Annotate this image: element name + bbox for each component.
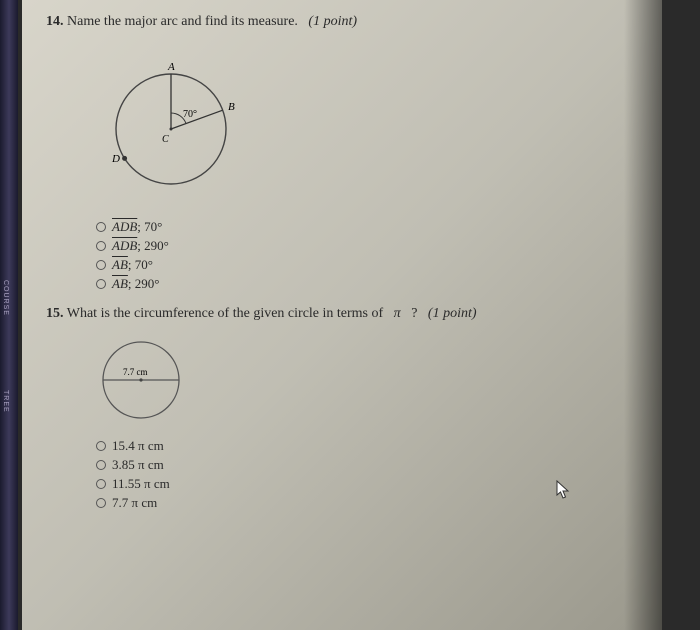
- radio-icon[interactable]: [96, 222, 106, 232]
- label-D: D: [111, 153, 120, 165]
- angle-label: 70°: [183, 109, 197, 120]
- q15-points: (1 point): [428, 306, 477, 321]
- arc-text: ADB: [112, 219, 137, 235]
- q15-option-2[interactable]: 3.85 π cm: [96, 457, 642, 473]
- arc-text: ADB: [112, 238, 137, 254]
- q15-pi: π: [394, 306, 401, 321]
- radio-icon[interactable]: [96, 241, 106, 251]
- q14-prompt: 14. Name the major arc and find its meas…: [46, 14, 642, 30]
- arc-text: AB: [112, 257, 128, 273]
- q14-options: ADB ; 70° ADB ; 290° AB ; 70° AB ; 290°: [96, 219, 642, 292]
- option-value: 3.85 π cm: [112, 457, 164, 473]
- q15-figure: 7.7 cm: [86, 332, 642, 432]
- cursor-icon: [556, 480, 572, 500]
- q14-option-1[interactable]: ADB ; 70°: [96, 219, 642, 235]
- radio-icon[interactable]: [96, 460, 106, 470]
- q15-number: 15.: [46, 306, 64, 321]
- radio-icon[interactable]: [96, 279, 106, 289]
- radio-icon[interactable]: [96, 479, 106, 489]
- q14-option-3[interactable]: AB ; 70°: [96, 257, 642, 273]
- option-value: ; 290°: [137, 238, 169, 254]
- q15-prompt: 15. What is the circumference of the giv…: [46, 306, 642, 322]
- option-value: 15.4 π cm: [112, 438, 164, 454]
- diameter-label: 7.7 cm: [123, 367, 148, 377]
- radio-icon[interactable]: [96, 260, 106, 270]
- q14-figure: 70° A B C D: [76, 44, 642, 209]
- label-A: A: [167, 61, 175, 73]
- q14-option-4[interactable]: AB ; 290°: [96, 276, 642, 292]
- course-tab[interactable]: COURSE: [2, 280, 16, 316]
- tree-tab[interactable]: TREE: [2, 390, 16, 413]
- q15-option-1[interactable]: 15.4 π cm: [96, 438, 642, 454]
- radio-icon[interactable]: [96, 441, 106, 451]
- arc-text: AB: [112, 276, 128, 292]
- label-C: C: [162, 134, 169, 145]
- q14-number: 14.: [46, 14, 64, 29]
- q15-text: What is the circumference of the given c…: [67, 306, 383, 321]
- q15-qmark: ?: [411, 306, 417, 321]
- label-B: B: [228, 101, 235, 113]
- q14-text: Name the major arc and find its measure.: [67, 14, 298, 29]
- worksheet-paper: 14. Name the major arc and find its meas…: [22, 0, 662, 630]
- option-value: ; 290°: [128, 276, 160, 292]
- q14-points: (1 point): [308, 14, 357, 29]
- q14-option-2[interactable]: ADB ; 290°: [96, 238, 642, 254]
- radio-icon[interactable]: [96, 498, 106, 508]
- option-value: ; 70°: [137, 219, 162, 235]
- q15-options: 15.4 π cm 3.85 π cm 11.55 π cm 7.7 π cm: [96, 438, 642, 511]
- option-value: 7.7 π cm: [112, 495, 157, 511]
- option-value: ; 70°: [128, 257, 153, 273]
- option-value: 11.55 π cm: [112, 476, 170, 492]
